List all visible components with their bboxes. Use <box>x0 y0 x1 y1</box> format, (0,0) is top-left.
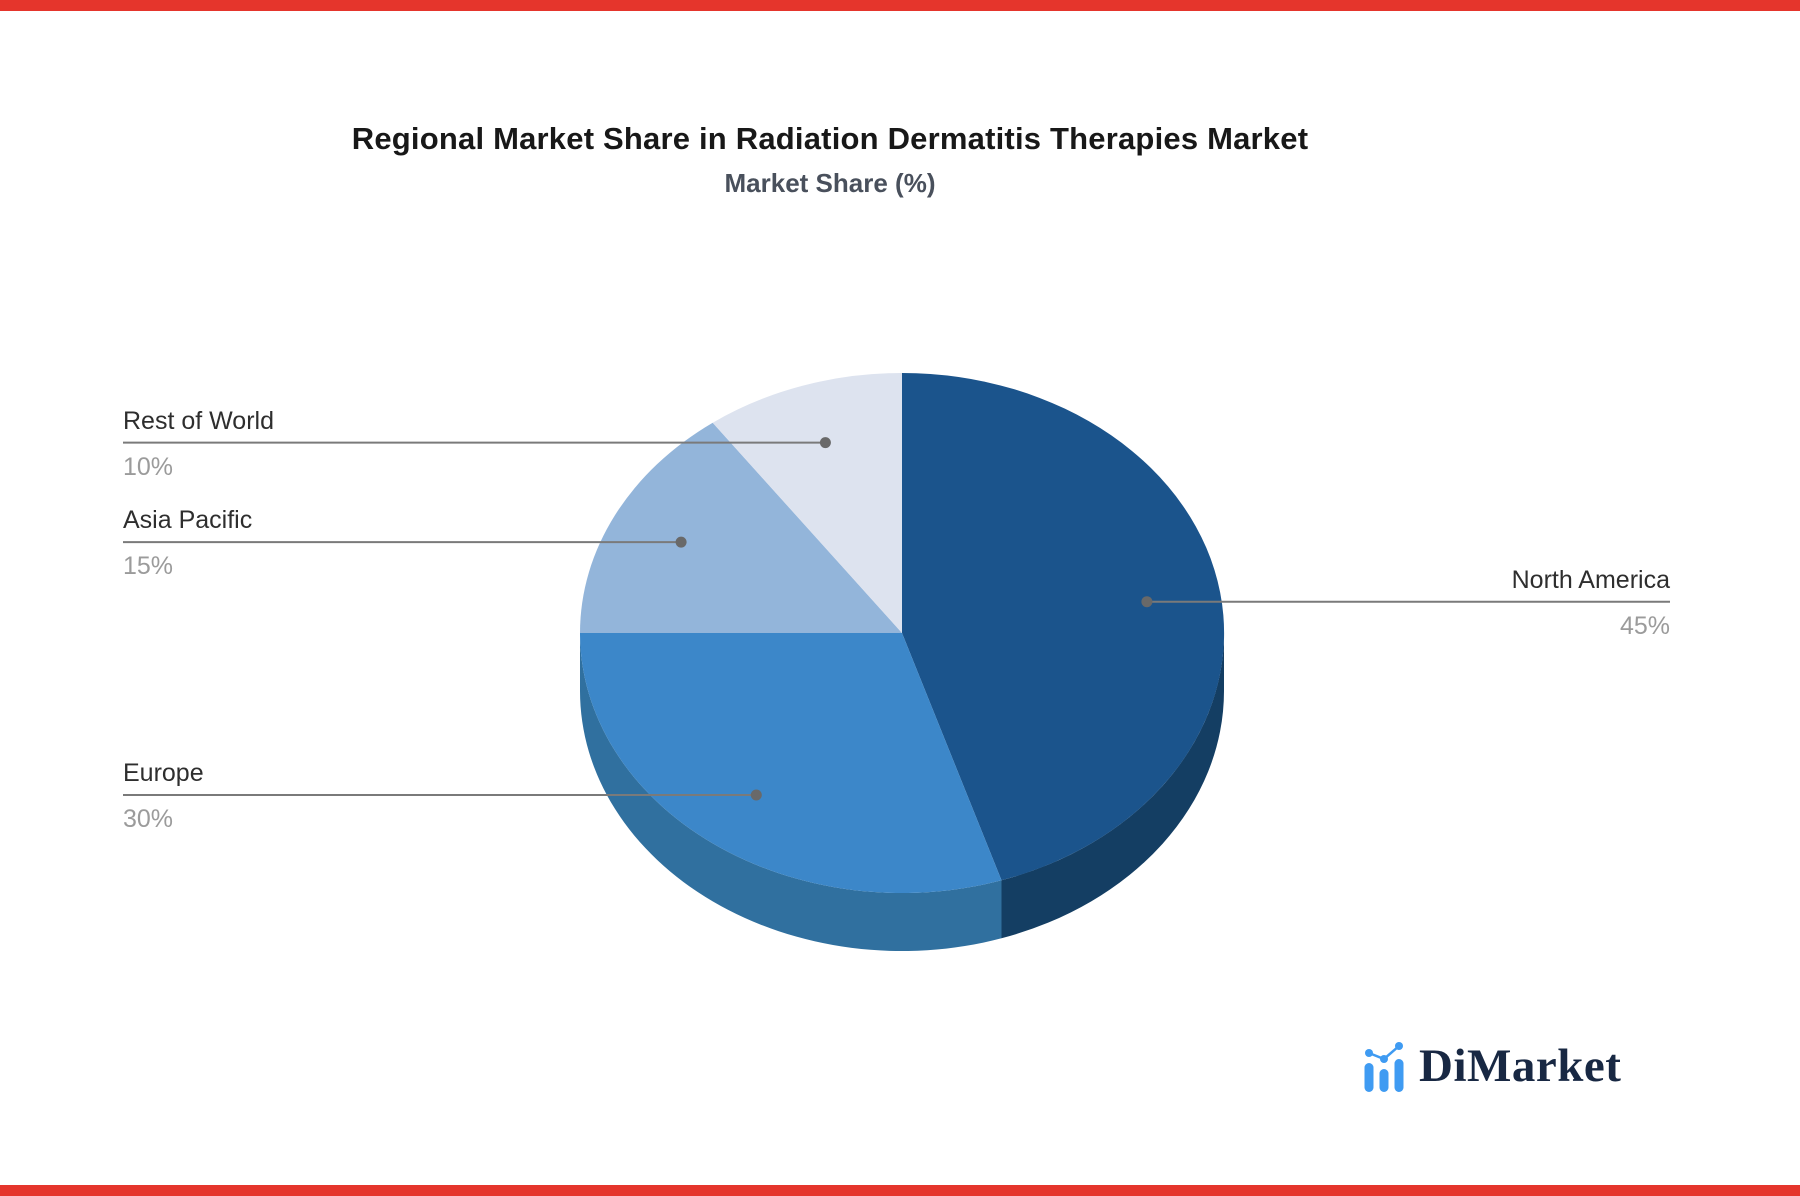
chart-title: Regional Market Share in Radiation Derma… <box>351 121 1309 156</box>
callout-label: North America <box>1511 565 1670 594</box>
leader-dot-asia-pacific <box>675 536 687 548</box>
callout-asia-pacific: Asia Pacific 15% <box>123 504 252 580</box>
callout-value: 10% <box>123 452 174 481</box>
callout-value: 15% <box>123 552 174 581</box>
callout-label: Rest of World <box>123 406 274 435</box>
pie-3d-rim-layer <box>580 633 1224 952</box>
leader-dot-europe <box>750 789 762 801</box>
callout-europe: Europe 30% <box>123 757 204 833</box>
bar-chart-line-icon <box>1364 1042 1404 1092</box>
pie-slice-europe <box>580 633 1002 894</box>
callout-value: 45% <box>1619 611 1670 640</box>
pie-slice-rest-of-world <box>712 373 902 633</box>
bottom-accent-bar <box>0 1185 1800 1196</box>
pie-rim-north-america <box>1001 633 1224 939</box>
pie-slice-asia-pacific <box>580 422 902 633</box>
leader-line-layer <box>123 437 1670 801</box>
callout-value: 30% <box>123 804 174 833</box>
brand-logo: DiMarket <box>1363 1040 1621 1092</box>
brand-logo-text: DiMarket <box>1419 1040 1622 1092</box>
callout-label: Europe <box>123 758 204 787</box>
pie-slice-layer <box>580 373 1225 894</box>
pie-slice-north-america <box>902 373 1225 881</box>
pie-rim-europe <box>580 633 1002 952</box>
callout-north-america: North America 45% <box>1512 564 1670 640</box>
chart-header: Regional Market Share in Radiation Derma… <box>0 120 1660 199</box>
leader-dot-north-america <box>1141 596 1153 608</box>
top-accent-bar <box>0 0 1800 11</box>
callout-rest-of-world: Rest of World 10% <box>123 405 274 481</box>
leader-dot-rest-of-world <box>819 437 831 449</box>
callout-label: Asia Pacific <box>123 506 253 535</box>
chart-subtitle: Market Share (%) <box>724 167 936 198</box>
